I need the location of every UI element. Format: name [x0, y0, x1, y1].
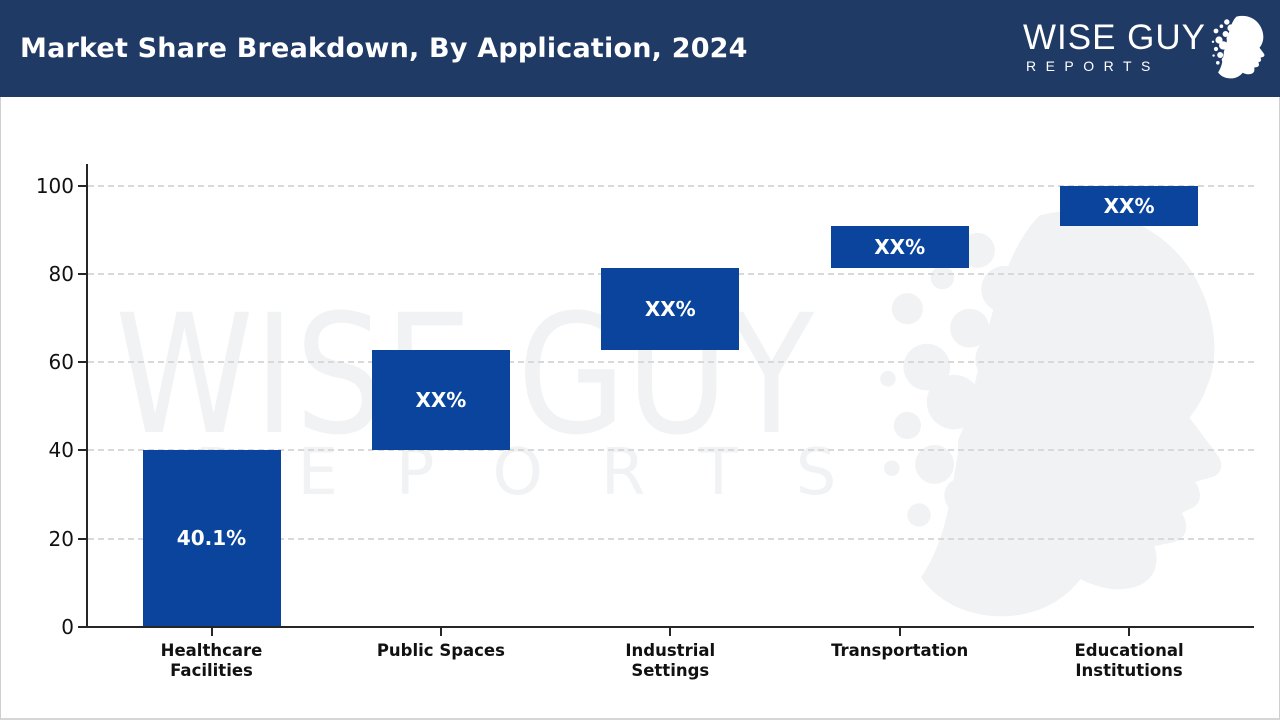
y-tick-label: 0: [61, 615, 74, 639]
x-axis-spine: [86, 626, 1254, 628]
page-title: Market Share Breakdown, By Application, …: [20, 33, 748, 64]
x-axis-label: Transportation: [831, 641, 969, 660]
x-tick: [898, 628, 901, 636]
bar-segment: [371, 349, 510, 450]
gridline: [88, 184, 1254, 187]
y-tick: [78, 626, 86, 628]
y-tick-label: 60: [48, 350, 74, 375]
x-axis-label: Healthcare Facilities: [160, 641, 263, 680]
bar-value-label: XX%: [874, 234, 926, 259]
y-tick: [78, 184, 86, 187]
brand-name: WISE GUY: [1022, 17, 1206, 57]
y-axis-spine: [86, 164, 88, 628]
bar-segment: [601, 267, 740, 350]
y-tick: [78, 537, 86, 540]
bar-value-label: 40.1%: [176, 526, 247, 551]
x-axis-label: Educational Institutions: [1074, 641, 1184, 680]
y-tick-label: 20: [48, 526, 74, 551]
y-tick-label: 40: [48, 438, 74, 463]
x-axis-label: Public Spaces: [376, 641, 505, 660]
y-tick-label: 80: [48, 261, 74, 286]
y-tick: [78, 361, 86, 364]
y-tick-label: 100: [35, 173, 74, 198]
bar-value-label: XX%: [415, 387, 467, 412]
brand-logo-text: WISE GUY REPORTS: [1023, 20, 1206, 73]
x-tick: [439, 628, 442, 636]
bar-value-label: XX%: [1103, 193, 1155, 218]
y-tick: [78, 272, 86, 275]
header-band: Market Share Breakdown, By Application, …: [0, 0, 1280, 97]
gridline: [88, 361, 1254, 364]
x-tick: [669, 628, 672, 636]
gridline: [88, 449, 1254, 452]
bar-segment: [142, 449, 281, 627]
y-tick: [78, 449, 86, 452]
gridline: [88, 537, 1254, 540]
brand-subname: REPORTS: [1025, 57, 1160, 74]
wise-guy-head-icon: [1211, 15, 1265, 79]
x-tick: [1128, 628, 1131, 636]
brand-logo: WISE GUY REPORTS: [1023, 6, 1270, 86]
bar-value-label: XX%: [644, 296, 696, 321]
x-tick: [210, 628, 213, 636]
x-axis-label: Industrial Settings: [625, 641, 716, 680]
